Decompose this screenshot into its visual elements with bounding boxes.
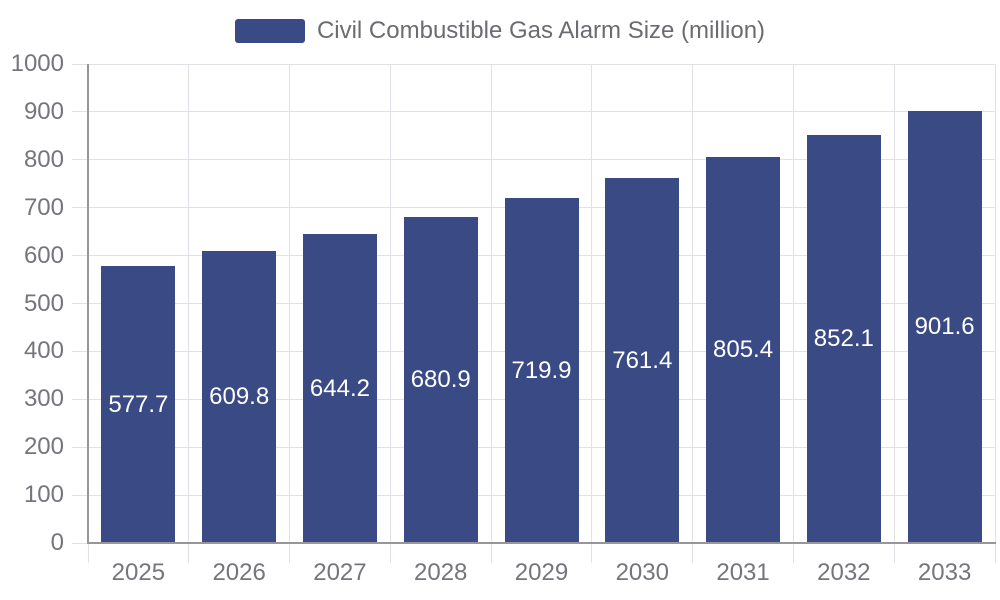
x-gridline — [591, 64, 593, 563]
y-tick-label: 0 — [50, 529, 64, 556]
y-tick-label: 800 — [23, 145, 64, 173]
bar-2033 — [907, 111, 982, 543]
x-gridline — [994, 64, 996, 563]
x-gridline — [389, 64, 391, 563]
x-tick-label: 2030 — [615, 559, 669, 586]
bar-2030 — [605, 178, 680, 543]
y-tick-label: 700 — [23, 193, 64, 221]
bar-value-label: 719.9 — [511, 356, 572, 384]
x-tick-label: 2028 — [414, 559, 468, 586]
bar-2026 — [202, 250, 277, 543]
y-tick-label: 300 — [23, 385, 64, 413]
x-gridline — [692, 64, 694, 563]
bar-2025 — [101, 266, 176, 543]
bar-value-label: 761.4 — [612, 346, 673, 374]
bar-value-label: 901.6 — [914, 313, 975, 341]
x-gridline — [490, 64, 492, 563]
bar-value-label: 680.9 — [410, 365, 471, 393]
bar-2029 — [504, 198, 579, 543]
y-gridline — [72, 111, 995, 113]
bar-2031 — [706, 157, 781, 543]
y-gridline — [72, 63, 995, 65]
legend-item[interactable]: Civil Combustible Gas Alarm Size (millio… — [234, 17, 766, 45]
x-tick-label: 2033 — [917, 559, 972, 586]
bar-value-label: 609.8 — [209, 382, 270, 410]
y-tick-label: 1000 — [10, 50, 64, 77]
y-axis-line — [87, 64, 89, 543]
bar-value-label: 577.7 — [108, 390, 169, 418]
bar-value-label: 805.4 — [713, 336, 774, 364]
x-tick-label: 2029 — [514, 559, 569, 586]
bar-value-label: 644.2 — [309, 374, 370, 402]
x-tick-label: 2031 — [716, 559, 770, 586]
x-tick-label: 2032 — [817, 559, 871, 586]
bar-value-label: 852.1 — [813, 324, 874, 352]
y-tick-label: 500 — [23, 289, 64, 317]
bar-2032 — [806, 134, 881, 543]
legend-label: Civil Combustible Gas Alarm Size (millio… — [316, 17, 766, 44]
x-gridline — [792, 64, 794, 563]
x-tick-label: 2026 — [212, 559, 266, 586]
x-gridline — [289, 64, 291, 563]
bar-2028 — [403, 216, 478, 543]
x-tick-label: 2027 — [313, 559, 367, 586]
x-gridline — [893, 64, 895, 563]
y-gridline — [72, 159, 995, 161]
y-tick-label: 200 — [23, 433, 64, 461]
y-tick-label: 100 — [23, 481, 64, 509]
x-gridline — [188, 64, 190, 563]
bar-2027 — [302, 234, 377, 543]
legend-swatch-icon — [234, 19, 305, 43]
x-axis-line — [87, 542, 996, 544]
x-tick-label: 2025 — [111, 559, 166, 586]
y-tick-label: 600 — [23, 241, 64, 269]
y-tick-label: 400 — [23, 337, 64, 365]
y-tick-label: 900 — [23, 97, 64, 125]
legend: Civil Combustible Gas Alarm Size (millio… — [0, 17, 1000, 45]
